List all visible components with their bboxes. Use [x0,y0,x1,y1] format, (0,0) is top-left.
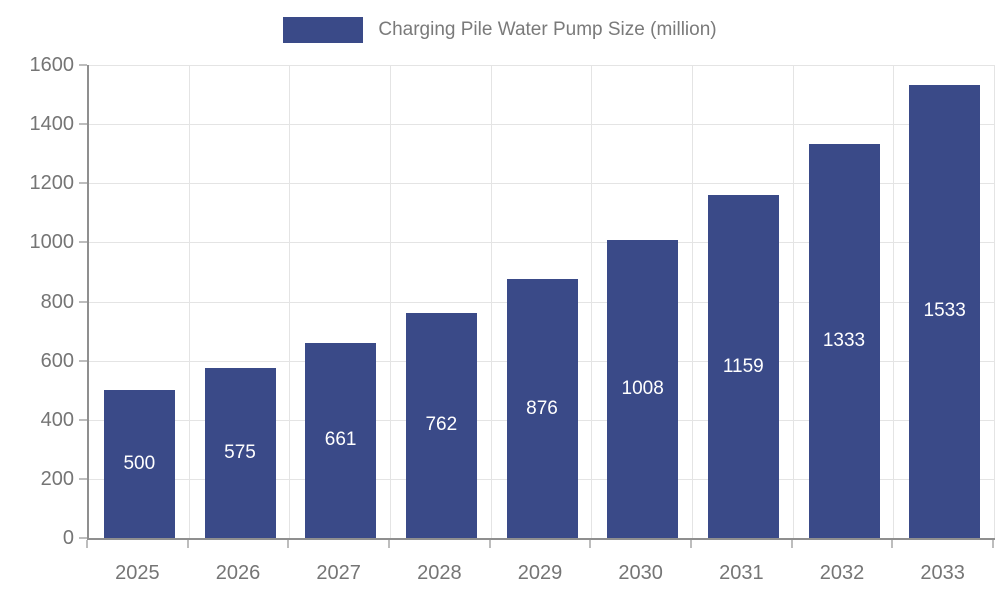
bar-value-label: 876 [526,397,558,419]
bar-value-label: 575 [224,442,256,463]
y-tick-label: 800 [40,290,74,313]
x-tick-mark [690,540,692,548]
bar-2027: 661 [305,342,377,538]
bar-2032: 1333 [808,143,880,538]
v-gridline [591,65,593,538]
h-gridline [89,242,995,244]
bar-value-label: 1333 [822,329,866,351]
v-gridline [692,65,693,538]
y-tick-mark [79,64,87,66]
y-tick-label: 1000 [29,231,75,254]
y-tick-mark [79,537,87,539]
x-tick-mark [488,540,491,548]
v-gridline [893,65,895,538]
x-tick-mark [992,540,994,548]
v-gridline [490,65,492,538]
v-gridline [994,65,995,538]
bar-value-label: 762 [425,414,458,436]
x-tick-mark [589,540,592,548]
plot-area: 500 575 661 762 876 1008 1159 1333 1533 [87,65,995,540]
bar-2029: 876 [506,279,578,538]
y-tick-label: 0 [62,527,74,549]
y-tick-label: 1600 [29,54,75,76]
y-tick-label: 1200 [29,172,75,195]
bar-2026: 575 [204,368,276,538]
x-tick-mark [790,540,793,548]
h-gridline [89,183,995,185]
x-tick-label: 2026 [215,562,261,584]
x-tick-label: 2033 [920,562,965,584]
bar-2030: 1008 [607,240,679,538]
y-tick-mark [79,123,87,126]
x-tick-label: 2025 [115,562,160,584]
x-tick-label: 2032 [819,562,865,584]
y-tick-label: 1400 [29,113,75,136]
x-tick-label: 2031 [719,562,764,584]
bar-2028: 762 [405,312,477,538]
x-tick-mark [388,540,390,548]
bar-2031: 1159 [707,195,779,538]
v-gridline [792,65,794,538]
v-gridline [390,65,391,538]
bar-value-label: 661 [324,429,357,451]
v-gridline [188,65,190,538]
chart-legend: Charging Pile Water Pump Size (million) [0,17,1000,43]
x-tick-label: 2029 [517,562,563,584]
y-tick-label: 600 [40,349,74,372]
y-tick-mark [79,182,87,185]
x-tick-mark [186,540,189,548]
y-tick-mark [79,477,87,480]
x-tick-label: 2030 [618,562,663,584]
legend-label: Charging Pile Water Pump Size (million) [378,19,717,40]
x-tick-mark [287,540,290,548]
bar-value-label: 1159 [722,355,764,377]
h-gridline [89,65,995,66]
bar-2033: 1533 [909,84,981,538]
x-tick-label: 2028 [417,562,462,584]
x-tick-label: 2027 [316,562,361,584]
y-tick-mark [79,241,87,244]
bar-value-label: 1533 [923,300,966,322]
bar-value-label: 1008 [621,378,664,399]
x-tick-mark [891,540,894,548]
y-tick-mark [79,300,87,303]
v-gridline [289,65,291,538]
h-gridline [89,124,995,126]
y-tick-label: 400 [40,408,74,431]
y-tick-mark [79,418,87,421]
y-tick-label: 200 [40,467,74,490]
y-tick-mark [79,359,87,362]
bar-2025: 500 [103,390,175,538]
x-tick-mark [86,540,88,548]
bar-value-label: 500 [123,453,156,475]
legend-swatch [283,17,364,43]
